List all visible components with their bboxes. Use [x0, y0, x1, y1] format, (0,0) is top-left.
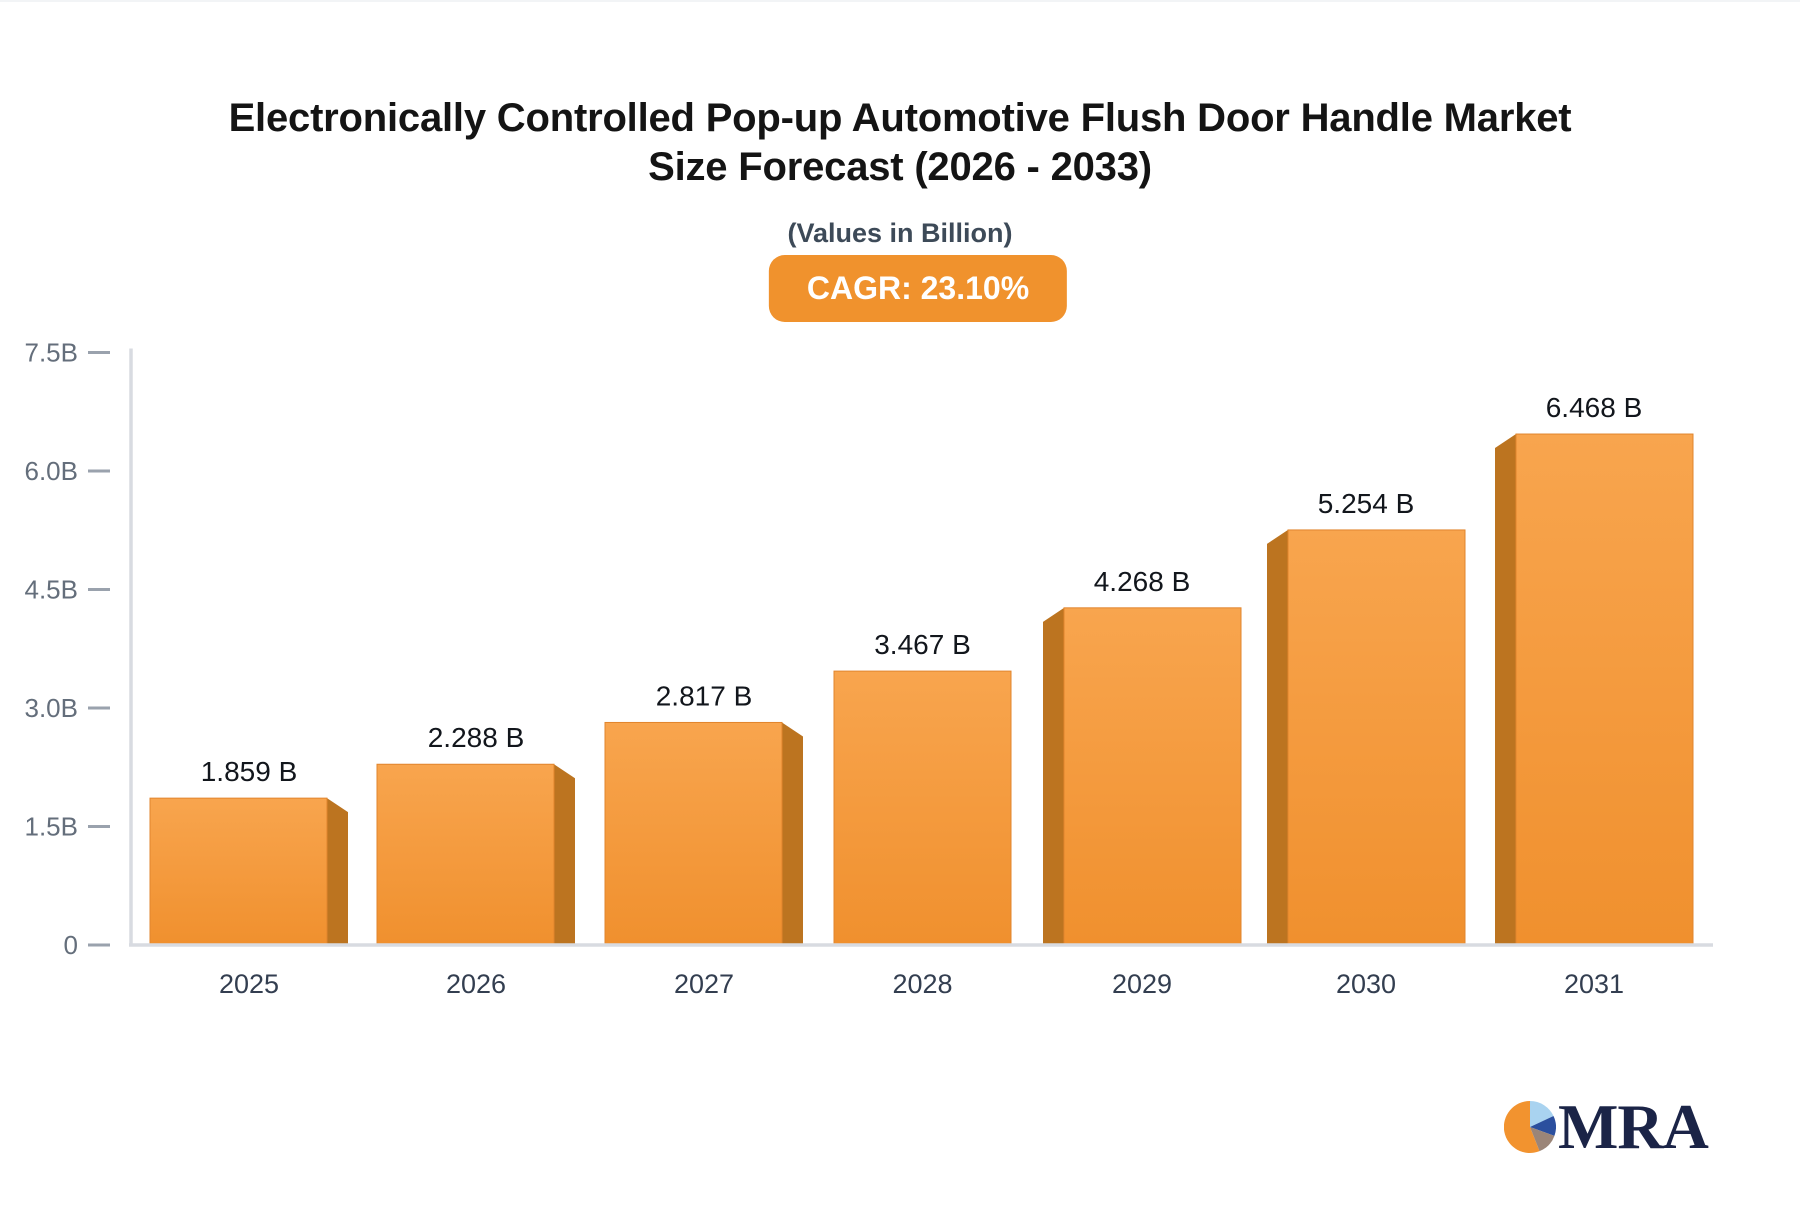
bar-2030: [1287, 529, 1466, 946]
cagr-badge: CAGR: 23.10%: [768, 255, 1068, 322]
x-axis-label: 2029: [1112, 969, 1172, 999]
brand-logo: MRA: [1504, 1091, 1709, 1162]
bar-value-label: 2.817 B: [656, 680, 753, 711]
x-axis-label: 2028: [892, 969, 952, 999]
bar-value-label: 5.254 B: [1318, 488, 1415, 519]
x-axis-label: 2027: [674, 969, 734, 999]
x-axis-label: 2031: [1564, 969, 1624, 999]
bar-3d-side: [327, 798, 348, 945]
y-tick-label: 4.5B: [25, 575, 79, 605]
chart-title: Electronically Controlled Pop-up Automot…: [228, 96, 1572, 189]
bar-3d-side: [554, 764, 575, 945]
bar-2031: [1515, 433, 1694, 946]
y-tick-label: 7.5B: [25, 338, 79, 368]
bar-3d-side: [1043, 607, 1064, 945]
y-tick-label: 6.0B: [25, 456, 79, 486]
bar-2025: [149, 797, 328, 946]
bar-3d-side: [1495, 434, 1516, 945]
y-tick-label: 0: [64, 930, 78, 960]
x-axis-label: 2030: [1336, 969, 1396, 999]
logo-text: MRA: [1558, 1091, 1709, 1162]
bar-3d-side: [1267, 529, 1288, 945]
bar-value-label: 4.268 B: [1094, 566, 1191, 597]
x-axis-label: 2026: [446, 969, 506, 999]
bar-2028: [833, 670, 1012, 946]
bar-3d-side: [782, 722, 803, 945]
chart-subtitle: (Values in Billion): [787, 218, 1013, 248]
x-axis-label: 2025: [219, 969, 279, 999]
bar-value-label: 2.288 B: [428, 722, 525, 753]
bar-2027: [604, 721, 783, 946]
y-tick-label: 1.5B: [25, 812, 79, 842]
logo-pie-icon: [1504, 1101, 1556, 1153]
bar-2026: [376, 763, 555, 946]
bar-value-label: 1.859 B: [201, 756, 298, 787]
bar-2029: [1063, 607, 1242, 946]
bar-value-label: 6.468 B: [1546, 392, 1643, 423]
y-tick-label: 3.0B: [25, 693, 79, 723]
bar-value-label: 3.467 B: [874, 629, 971, 660]
